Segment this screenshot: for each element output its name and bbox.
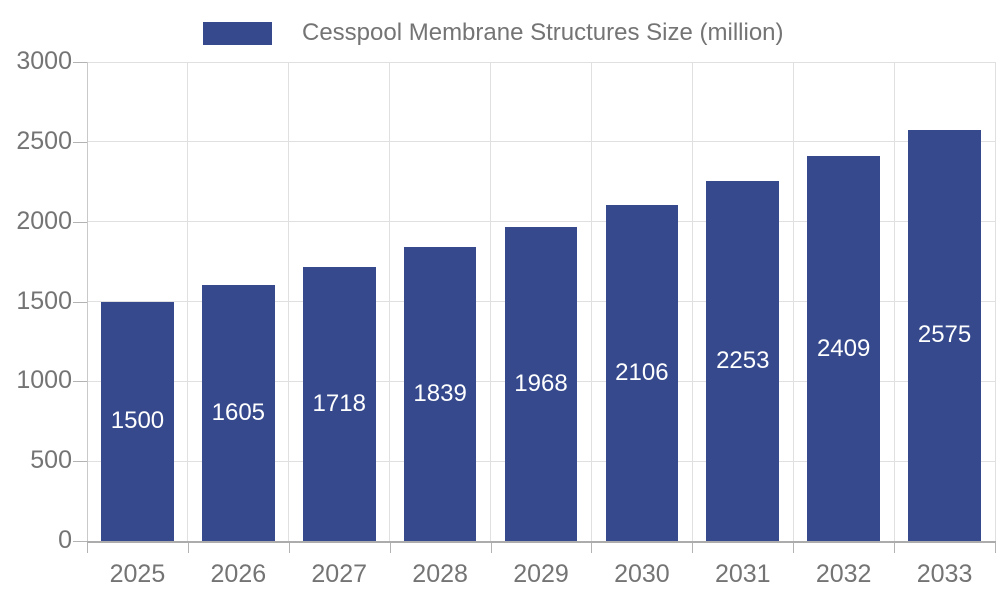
bar [504,226,578,541]
bar-value-label: 1839 [413,379,467,407]
y-axis-tick [73,541,87,542]
x-axis-tick [389,541,391,553]
y-axis-line [87,62,88,542]
y-gridline [87,61,995,63]
bar-value-label: 2409 [816,334,871,362]
bar-value-label: 1500 [110,407,165,435]
x-gridline [490,62,492,541]
x-axis-tick-label: 2030 [614,560,670,588]
x-gridline [994,62,996,541]
x-gridline [893,62,895,541]
y-axis-tick-label: 3000 [16,47,72,76]
bar [605,204,679,541]
bar-value-label: 1718 [312,389,366,417]
bar-value-label: 2106 [615,358,669,386]
x-gridline [691,62,693,541]
bar-value-label: 1605 [211,398,266,426]
x-gridline [187,62,189,541]
x-gridline [590,62,592,541]
bar [908,129,981,541]
y-axis-tick [73,381,87,383]
y-axis-tick [73,301,87,303]
y-axis-tick [73,221,87,223]
x-axis-tick-label: 2028 [412,560,468,588]
x-axis-tick [591,541,593,553]
y-gridline [87,141,995,143]
x-gridline [288,62,290,541]
y-axis-tick [73,461,87,463]
x-axis-tick [894,541,896,553]
x-axis-tick [288,541,290,553]
y-gridline [87,221,995,223]
bar [302,266,376,541]
y-axis-tick [73,62,87,63]
x-gridline [792,62,794,541]
x-axis-tick-label: 2033 [916,560,973,588]
x-axis-tick [87,541,88,553]
x-axis-line [87,541,996,543]
legend-item[interactable]: Cesspool Membrane Structures Size (milli… [203,20,784,46]
bar [202,284,275,541]
x-gridline [389,62,391,541]
x-axis-tick-label: 2025 [109,560,166,588]
legend-swatch-icon [203,21,272,45]
bar-value-label: 2575 [917,321,972,349]
legend-label: Cesspool Membrane Structures Size (milli… [302,19,784,46]
bar-value-label: 1968 [514,369,568,397]
bar-value-label: 2253 [716,346,770,374]
y-axis-tick-label: 500 [30,446,72,475]
y-axis-tick-label: 0 [58,526,72,555]
x-axis-tick [490,541,492,553]
x-axis-tick [692,541,694,553]
x-axis-tick-label: 2026 [210,560,267,588]
y-axis-tick-label: 1000 [16,366,72,395]
bar [403,247,477,541]
x-axis-tick-label: 2031 [714,560,771,588]
x-axis-tick [995,541,996,553]
y-axis-tick-label: 2500 [16,126,72,155]
bar [706,181,780,541]
bar [101,301,174,541]
x-axis-tick-label: 2027 [311,560,368,588]
y-axis-tick-label: 2000 [16,206,72,235]
x-axis-tick [793,541,795,553]
x-axis-tick-label: 2029 [513,560,569,588]
x-axis-tick-label: 2032 [815,560,872,588]
bar [807,156,880,541]
y-axis-tick [73,141,87,143]
x-axis-tick [187,541,189,553]
y-axis-tick-label: 1500 [16,286,72,315]
